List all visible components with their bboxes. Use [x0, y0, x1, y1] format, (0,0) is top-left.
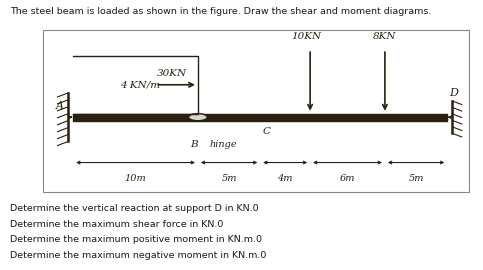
Text: C: C [262, 127, 270, 136]
Text: The steel beam is loaded as shown in the figure. Draw the shear and moment diagr: The steel beam is loaded as shown in the… [10, 7, 431, 16]
Text: 4 KN/m: 4 KN/m [120, 80, 160, 89]
Circle shape [188, 114, 207, 121]
Text: Determine the maximum positive moment in KN.m.0: Determine the maximum positive moment in… [10, 235, 262, 244]
Text: 6m: 6m [340, 174, 355, 183]
Text: Determine the vertical reaction at support D in KN.0: Determine the vertical reaction at suppo… [10, 204, 258, 213]
Text: 30KN: 30KN [157, 69, 187, 78]
Text: 10KN: 10KN [291, 32, 321, 41]
Text: B: B [190, 140, 198, 149]
Text: hinge: hinge [210, 140, 237, 149]
Text: 5m: 5m [408, 174, 424, 183]
Text: 4m: 4m [277, 174, 293, 183]
Text: 10m: 10m [125, 174, 146, 183]
Text: Determine the maximum negative moment in KN.m.0: Determine the maximum negative moment in… [10, 251, 266, 260]
Text: Determine the maximum shear force in KN.0: Determine the maximum shear force in KN.… [10, 220, 223, 228]
Text: D: D [449, 88, 458, 98]
Text: 5m: 5m [221, 174, 237, 183]
Text: A: A [56, 101, 64, 111]
Text: 8KN: 8KN [373, 32, 397, 41]
